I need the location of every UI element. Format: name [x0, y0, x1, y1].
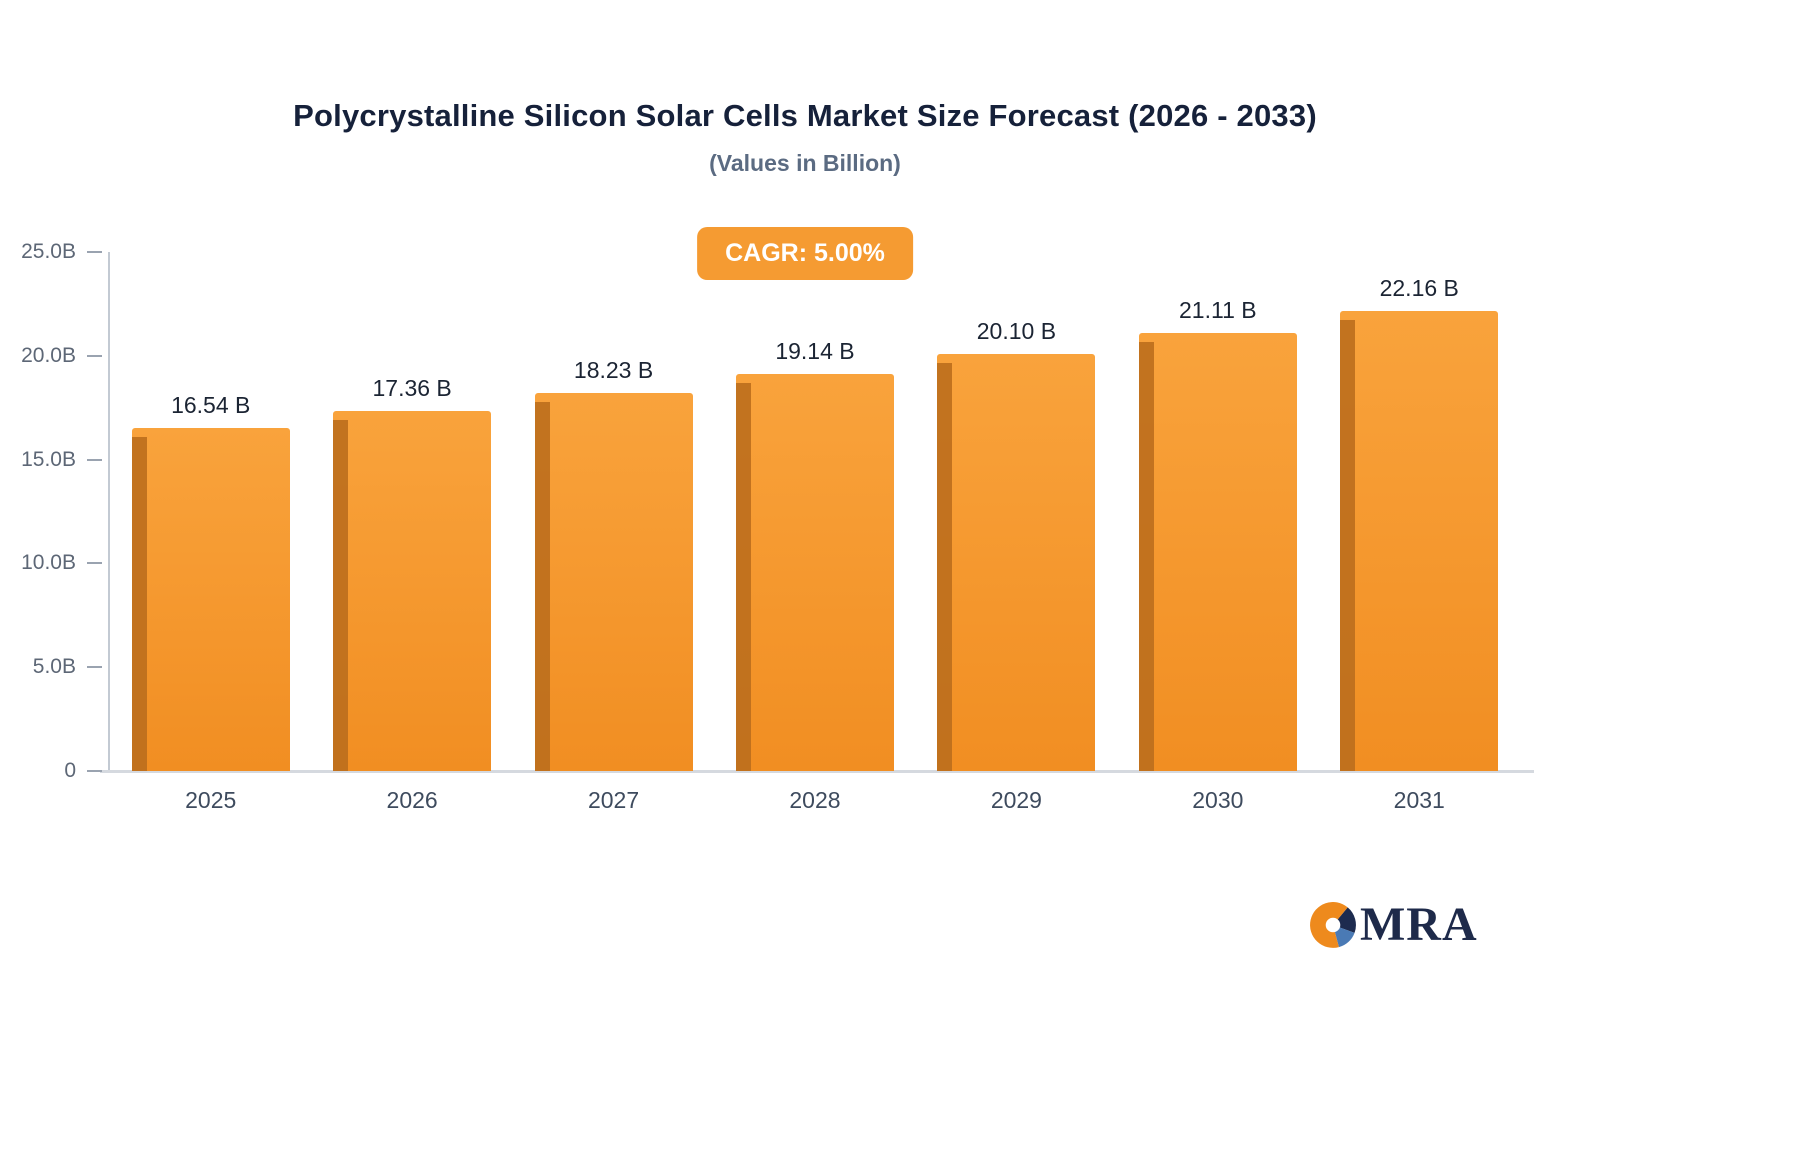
y-tick-label: 0 — [64, 759, 76, 782]
y-tick-label: 10.0B — [21, 551, 76, 575]
bar-side-shade — [333, 419, 349, 771]
y-tick-mark — [87, 770, 102, 772]
y-tick-mark — [87, 354, 102, 357]
bar-value-label: 17.36 B — [372, 374, 452, 401]
bar-2025 — [131, 427, 290, 771]
x-axis-label: 2028 — [789, 787, 841, 813]
bar-side-shade — [534, 401, 550, 771]
bar-side-shade — [1138, 341, 1154, 771]
bar-side-shade — [937, 362, 953, 771]
bar-column: 16.54 B — [110, 252, 311, 771]
x-axis-label: 2026 — [386, 787, 438, 813]
bar-value-label: 21.11 B — [1179, 296, 1257, 323]
cagr-badge: CAGR: 5.00% — [697, 227, 913, 280]
bar-column: 22.16 B — [1319, 252, 1520, 771]
chart-title: Polycrystalline Silicon Solar Cells Mark… — [293, 98, 1317, 133]
bar-2029 — [937, 353, 1096, 771]
x-axis-line — [100, 770, 1534, 773]
bar-2028 — [735, 373, 894, 771]
y-tick-label: 25.0B — [21, 240, 76, 263]
bar-side-shade — [735, 382, 751, 771]
logo-text: MRA — [1360, 898, 1478, 951]
bar-column: 20.10 B — [916, 252, 1117, 771]
y-tick-mark — [87, 666, 102, 669]
bar-column: 18.23 B — [513, 252, 714, 771]
y-tick-label: 20.0B — [21, 343, 76, 367]
bar-value-label: 18.23 B — [573, 356, 654, 383]
bar-2031 — [1340, 310, 1499, 771]
bar-2030 — [1138, 332, 1297, 771]
y-tick-mark — [87, 562, 102, 565]
bar-2027 — [534, 392, 693, 771]
bar-value-label: 20.10 B — [976, 317, 1057, 344]
x-axis-label: 2029 — [990, 787, 1042, 813]
bar-side-shade — [1340, 319, 1356, 771]
bar-value-label: 22.16 B — [1379, 274, 1459, 301]
bar-value-label: 19.14 B — [775, 337, 855, 364]
chart-subtitle: (Values in Billion) — [709, 150, 901, 176]
logo-pie-icon — [1310, 902, 1356, 948]
brand-logo: MRA — [1308, 900, 1478, 950]
plot-area: 16.54 B 17.36 B 18.23 B 19.14 B 20.10 B 21.11… — [21, 240, 1534, 813]
x-axis-labels: 2025 2026 2027 2028 2029 2030 2031 — [110, 787, 1520, 814]
x-axis-label: 2027 — [587, 787, 640, 813]
logo-pie-blue-slice — [1333, 925, 1355, 948]
y-tick-mark — [87, 458, 102, 461]
bar-side-shade — [131, 436, 147, 771]
y-tick-mark — [87, 251, 102, 253]
bar-column: 19.14 B — [714, 252, 915, 771]
bars-row: 16.54 B 17.36 B 18.23 B 19.14 B 20.10 B 21.11… — [110, 252, 1520, 771]
logo-pie-center — [1325, 917, 1341, 933]
bar-column: 21.11 B — [1117, 252, 1318, 771]
y-tick-label: 15.0B — [21, 447, 76, 471]
y-tick-label: 5.0B — [32, 655, 76, 679]
bar-2026 — [333, 410, 492, 771]
x-axis-label: 2030 — [1192, 787, 1244, 813]
x-axis-label: 2025 — [185, 787, 237, 813]
bar-value-label: 16.54 B — [171, 391, 251, 418]
x-axis-label: 2031 — [1393, 787, 1445, 813]
bar-column: 17.36 B — [311, 252, 512, 771]
y-axis-line — [108, 252, 110, 771]
